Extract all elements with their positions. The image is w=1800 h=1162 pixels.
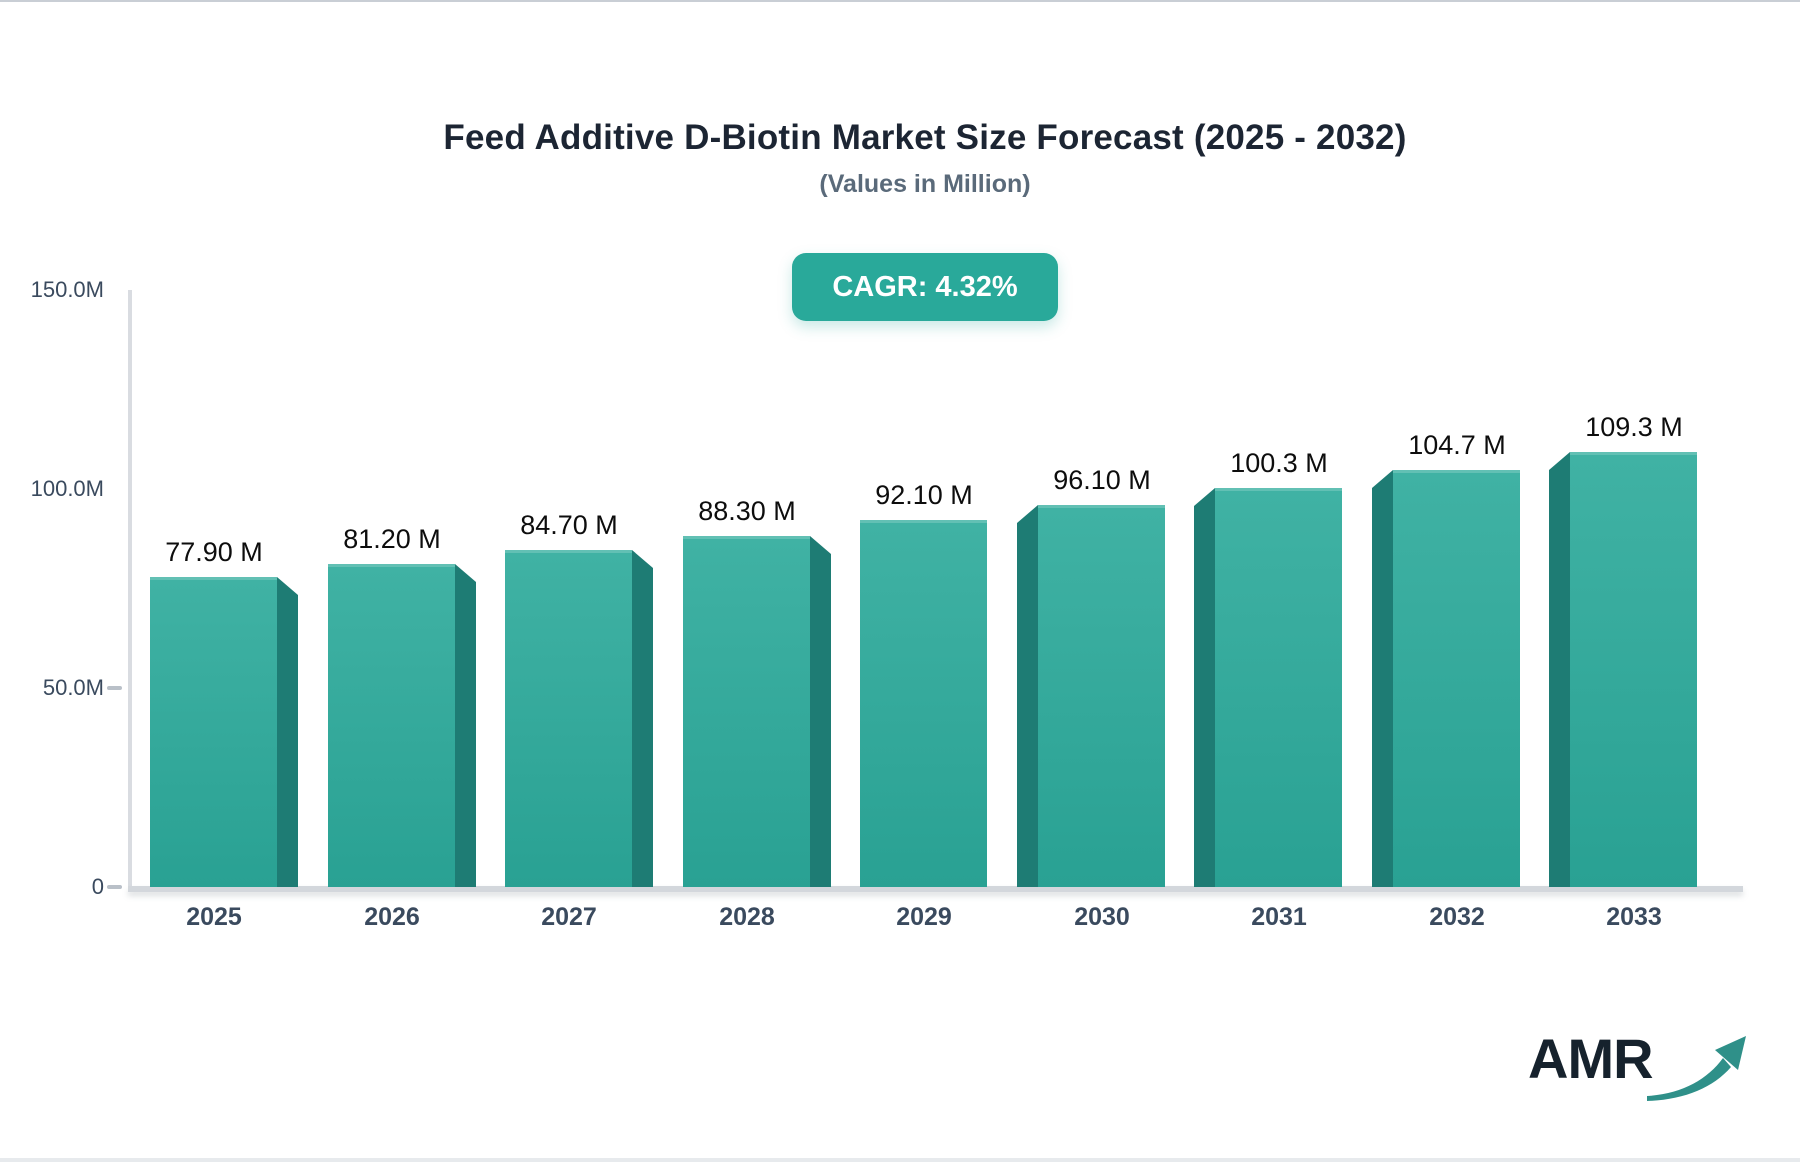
x-axis-label-2025: 2025 xyxy=(186,903,242,931)
x-axis-label-2032: 2032 xyxy=(1429,903,1485,931)
brand-logo: AMR xyxy=(1528,1028,1749,1102)
cagr-badge: CAGR: 4.32% xyxy=(792,253,1058,321)
bar-2026 xyxy=(328,564,455,887)
bar-2030 xyxy=(1038,505,1165,887)
y-tick-label-50.0M: 50.0M xyxy=(42,675,104,700)
bar-2028 xyxy=(683,536,810,887)
x-axis-label-2030: 2030 xyxy=(1074,903,1130,931)
bar-value-label-2032: 104.7 M xyxy=(1408,430,1506,460)
bar-side-face-2032 xyxy=(1372,470,1393,887)
y-tick-mark xyxy=(107,885,122,889)
bar-side-face-2031 xyxy=(1194,488,1215,887)
x-axis-line xyxy=(128,886,1743,892)
x-axis-label-2028: 2028 xyxy=(719,903,775,931)
bar-side-face-2030 xyxy=(1017,505,1038,887)
x-axis-label-2026: 2026 xyxy=(364,903,420,931)
bar-value-label-2028: 88.30 M xyxy=(698,496,796,526)
chart-subtitle: (Values in Million) xyxy=(819,170,1031,198)
bar-value-label-2027: 84.70 M xyxy=(520,510,618,540)
bar-value-label-2031: 100.3 M xyxy=(1230,448,1328,478)
y-tick-label-150.0M: 150.0M xyxy=(30,277,104,302)
bar-side-face-2027 xyxy=(632,550,653,887)
y-axis-line xyxy=(128,290,132,890)
y-tick-label-100.0M: 100.0M xyxy=(30,476,104,501)
bar-value-label-2026: 81.20 M xyxy=(343,524,441,554)
y-tick-mark xyxy=(107,686,122,690)
growth-arrow-icon xyxy=(1646,1036,1746,1101)
bar-side-face-2028 xyxy=(810,536,831,887)
bar-2032 xyxy=(1393,470,1520,887)
chart-title: Feed Additive D-Biotin Market Size Forec… xyxy=(443,118,1407,157)
x-axis-label-2033: 2033 xyxy=(1606,903,1662,931)
bar-value-label-2030: 96.10 M xyxy=(1053,465,1151,495)
bar-2025 xyxy=(150,577,277,887)
bar-2029 xyxy=(860,520,987,887)
bar-2027 xyxy=(505,550,632,887)
x-axis-label-2027: 2027 xyxy=(541,903,597,931)
bar-2031 xyxy=(1215,488,1342,887)
bar-2033 xyxy=(1570,452,1697,887)
cagr-badge-label: CAGR: 4.32% xyxy=(832,270,1018,303)
x-axis-label-2031: 2031 xyxy=(1251,903,1307,931)
x-axis-label-2029: 2029 xyxy=(896,903,952,931)
bar-value-label-2033: 109.3 M xyxy=(1585,412,1683,442)
bar-side-face-2026 xyxy=(455,564,476,887)
bar-side-face-2025 xyxy=(277,577,298,887)
brand-logo-text: AMR xyxy=(1528,1027,1654,1090)
bar-side-face-2033 xyxy=(1549,452,1570,887)
bar-value-label-2029: 92.10 M xyxy=(875,480,973,510)
bar-value-label-2025: 77.90 M xyxy=(165,537,263,567)
y-tick-label-0: 0 xyxy=(91,874,104,899)
